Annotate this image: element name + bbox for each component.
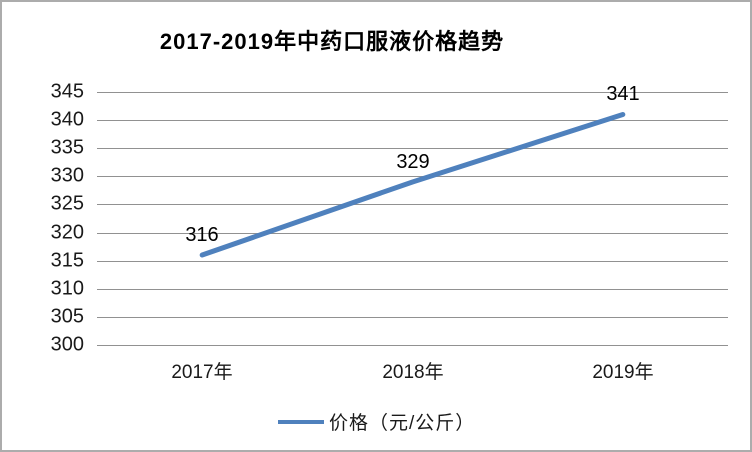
gridline-315 bbox=[97, 261, 728, 262]
data-label-2018年: 329 bbox=[396, 151, 430, 173]
legend-label: 价格（元/公斤） bbox=[329, 413, 476, 434]
data-label-2017年: 316 bbox=[185, 224, 219, 246]
y-tick-label-305: 305 bbox=[50, 305, 84, 328]
gridline-310 bbox=[97, 289, 728, 290]
gridline-340 bbox=[97, 120, 728, 121]
y-tick-label-320: 320 bbox=[50, 221, 84, 244]
y-tick-label-310: 310 bbox=[50, 277, 84, 300]
y-tick-label-335: 335 bbox=[50, 136, 84, 159]
x-tick-label-2: 2018年 bbox=[382, 362, 444, 383]
y-tick-label-300: 300 bbox=[50, 333, 84, 356]
chart-title: 2017-2019年中药口服液价格趋势 bbox=[159, 29, 505, 54]
y-tick-label-340: 340 bbox=[50, 108, 84, 131]
y-tick-label-315: 315 bbox=[50, 249, 84, 272]
gridline-320 bbox=[97, 233, 728, 234]
y-tick-label-345: 345 bbox=[50, 80, 84, 103]
gridline-325 bbox=[97, 204, 728, 205]
gridline-300 bbox=[97, 345, 728, 346]
x-tick-label-3: 2019年 bbox=[592, 362, 654, 383]
legend: 价格（元/公斤） bbox=[278, 408, 475, 435]
legend-line-icon bbox=[278, 419, 324, 424]
y-tick-label-325: 325 bbox=[50, 192, 84, 215]
y-tick-label-330: 330 bbox=[50, 164, 84, 187]
gridline-305 bbox=[97, 317, 728, 318]
x-tick-label-1: 2017年 bbox=[171, 362, 233, 383]
data-label-2019年: 341 bbox=[606, 83, 640, 105]
gridline-345 bbox=[97, 92, 728, 93]
gridline-330 bbox=[97, 176, 728, 177]
price-line bbox=[199, 111, 626, 258]
gridline-335 bbox=[97, 148, 728, 149]
